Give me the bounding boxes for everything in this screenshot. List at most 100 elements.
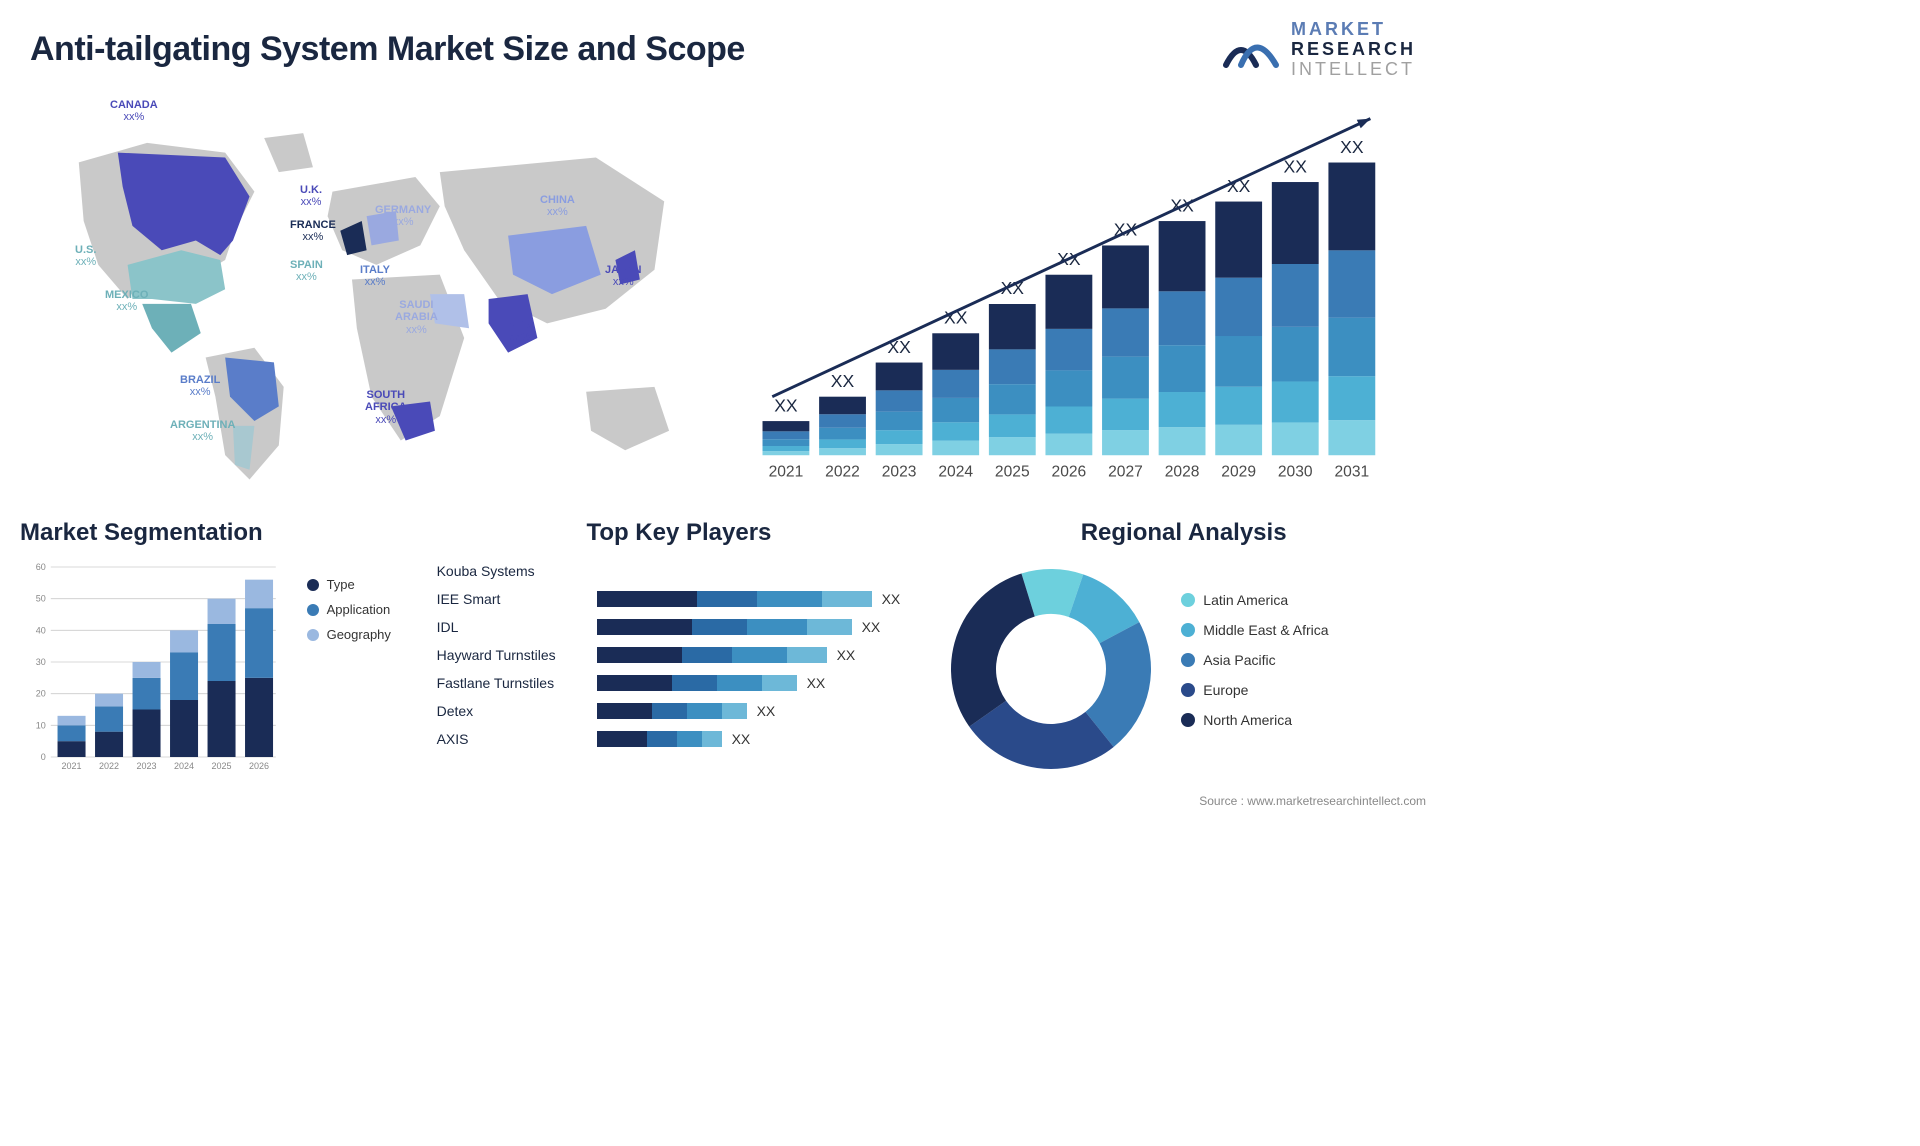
growth-bar-chart: XX2021XX2022XX2023XX2024XX2025XX2026XX20… <box>743 89 1426 509</box>
map-label: BRAZILxx% <box>180 374 220 398</box>
player-name: Detex <box>437 703 587 719</box>
svg-text:2025: 2025 <box>995 464 1030 481</box>
player-name: IDL <box>437 619 587 635</box>
header: Anti-tailgating System Market Size and S… <box>0 0 1456 89</box>
player-value: XX <box>862 619 881 635</box>
map-label: U.K.xx% <box>300 184 322 208</box>
top-players-panel: Top Key Players Kouba Systems IEE Smart XX… <box>437 519 922 809</box>
player-value: XX <box>757 703 776 719</box>
map-label: ARGENTINAxx% <box>170 419 235 443</box>
map-label: CANADAxx% <box>110 99 158 123</box>
player-bar <box>597 731 722 747</box>
svg-text:0: 0 <box>41 752 46 762</box>
svg-text:2026: 2026 <box>249 761 269 771</box>
svg-text:2023: 2023 <box>137 761 157 771</box>
top-players-title: Top Key Players <box>437 519 922 547</box>
legend-item: Europe <box>1181 682 1426 698</box>
svg-text:XX: XX <box>1284 157 1308 177</box>
map-label: CHINAxx% <box>540 194 575 218</box>
legend-item: North America <box>1181 712 1426 728</box>
svg-text:2026: 2026 <box>1052 464 1087 481</box>
legend-item: Type <box>307 577 417 592</box>
map-label: INDIAxx% <box>505 319 535 343</box>
player-name: IEE Smart <box>437 591 587 607</box>
player-row: IEE Smart XX <box>437 585 922 613</box>
svg-text:2021: 2021 <box>62 761 82 771</box>
map-region-mexico <box>142 304 201 353</box>
player-row: Detex XX <box>437 697 922 725</box>
map-label: FRANCExx% <box>290 219 336 243</box>
svg-text:20: 20 <box>36 689 46 699</box>
map-label: SOUTHAFRICAxx% <box>365 389 407 425</box>
svg-text:2021: 2021 <box>769 464 804 481</box>
svg-text:2028: 2028 <box>1165 464 1200 481</box>
svg-text:2027: 2027 <box>1108 464 1143 481</box>
svg-text:2023: 2023 <box>882 464 917 481</box>
svg-text:2024: 2024 <box>174 761 194 771</box>
map-label: JAPANxx% <box>605 264 641 288</box>
regional-panel: Regional Analysis Latin America Middle Ea… <box>941 519 1426 809</box>
svg-text:2022: 2022 <box>825 464 860 481</box>
player-value: XX <box>732 731 751 747</box>
regional-legend: Latin America Middle East & Africa Asia Pa… <box>1181 592 1426 742</box>
player-value: XX <box>807 675 826 691</box>
bottom-row: Market Segmentation 0 10 20 30 40 50 60 2021 202… <box>0 509 1456 809</box>
legend-swatch-icon <box>307 579 319 591</box>
svg-text:50: 50 <box>36 594 46 604</box>
svg-text:30: 30 <box>36 657 46 667</box>
player-name: Fastlane Turnstiles <box>437 675 587 691</box>
legend-swatch-icon <box>1181 623 1195 637</box>
player-row: Hayward Turnstiles XX <box>437 641 922 669</box>
world-map: CANADAxx% U.S.xx% MEXICOxx% BRAZILxx% ARGENT… <box>30 89 713 509</box>
map-label: GERMANYxx% <box>375 204 431 228</box>
svg-text:2030: 2030 <box>1278 464 1313 481</box>
svg-text:XX: XX <box>831 371 855 391</box>
map-label: SPAINxx% <box>290 259 323 283</box>
brand-logo: MARKET RESEARCH INTELLECT <box>1221 20 1416 79</box>
legend-swatch-icon <box>307 604 319 616</box>
segmentation-panel: Market Segmentation 0 10 20 30 40 50 60 2021 202… <box>20 519 417 809</box>
page-title: Anti-tailgating System Market Size and S… <box>30 30 745 69</box>
legend-item: Asia Pacific <box>1181 652 1426 668</box>
player-bar <box>597 647 827 663</box>
legend-item: Middle East & Africa <box>1181 622 1426 638</box>
top-players-list: Kouba SystemsIEE SmartXXIDLXXHayward Tur… <box>437 557 922 753</box>
logo-swoosh-icon <box>1221 25 1281 75</box>
player-row: AXIS XX <box>437 725 922 753</box>
top-row: CANADAxx% U.S.xx% MEXICOxx% BRAZILxx% ARGENT… <box>0 89 1456 509</box>
player-bar <box>597 591 872 607</box>
legend-swatch-icon <box>1181 593 1195 607</box>
player-row: Fastlane Turnstiles XX <box>437 669 922 697</box>
legend-item: Latin America <box>1181 592 1426 608</box>
segmentation-title: Market Segmentation <box>20 519 417 547</box>
regional-title: Regional Analysis <box>941 519 1426 547</box>
player-name: Kouba Systems <box>437 563 587 579</box>
player-row: IDL XX <box>437 613 922 641</box>
map-region-australia <box>586 387 669 450</box>
growth-bar-svg: XX2021XX2022XX2023XX2024XX2025XX2026XX20… <box>743 99 1426 509</box>
source-text: Source : www.marketresearchintellect.com <box>1199 794 1426 808</box>
segmentation-chart: 0102030405060202120222023202420252026 <box>20 557 292 777</box>
player-bar <box>597 703 747 719</box>
player-bar <box>597 619 852 635</box>
svg-text:40: 40 <box>36 626 46 636</box>
player-name: Hayward Turnstiles <box>437 647 587 663</box>
legend-swatch-icon <box>1181 713 1195 727</box>
player-name: AXIS <box>437 731 587 747</box>
regional-donut <box>941 557 1161 777</box>
player-value: XX <box>837 647 856 663</box>
map-label: SAUDIARABIAxx% <box>395 299 438 335</box>
legend-item: Application <box>307 602 417 617</box>
svg-text:XX: XX <box>887 337 911 357</box>
svg-text:2024: 2024 <box>938 464 973 481</box>
map-label: U.S.xx% <box>75 244 96 268</box>
legend-swatch-icon <box>1181 683 1195 697</box>
svg-text:2025: 2025 <box>212 761 232 771</box>
svg-text:10: 10 <box>36 721 46 731</box>
player-value: XX <box>882 591 901 607</box>
player-row: Kouba Systems <box>437 557 922 585</box>
legend-swatch-icon <box>307 629 319 641</box>
map-label: MEXICOxx% <box>105 289 148 313</box>
svg-text:60: 60 <box>36 562 46 572</box>
svg-text:2031: 2031 <box>1334 464 1369 481</box>
